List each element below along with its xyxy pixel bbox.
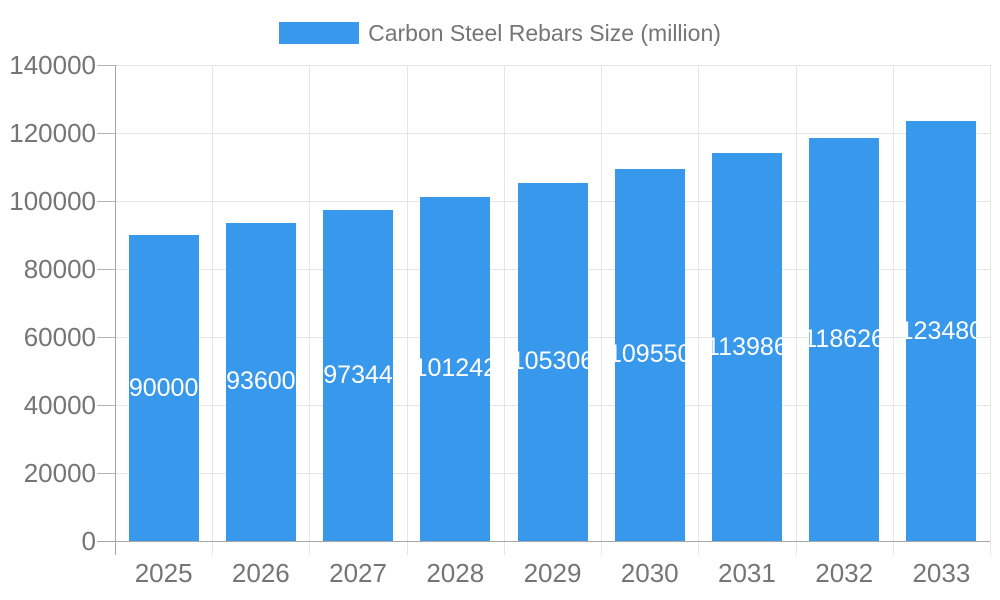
x-gridline — [990, 65, 991, 555]
bar: 101242 — [420, 196, 491, 541]
x-gridline — [309, 65, 311, 555]
x-gridline — [212, 65, 214, 555]
bar-value-label: 123480 — [906, 316, 977, 345]
x-axis-line — [97, 541, 990, 542]
y-axis-tick-label: 60000 — [23, 322, 96, 352]
y-gridline — [115, 133, 990, 134]
y-axis-tick-label: 140000 — [9, 50, 96, 80]
y-axis-tick — [97, 201, 115, 202]
bar-value-label: 101242 — [420, 354, 491, 383]
bar-value-label: 118626 — [809, 324, 880, 353]
y-axis-tick — [97, 405, 115, 406]
x-axis-tick-label: 2030 — [620, 558, 679, 588]
x-axis-tick-label: 2031 — [718, 558, 776, 588]
y-axis-line — [115, 65, 116, 555]
x-axis-tick-label: 2028 — [426, 558, 485, 588]
bar: 90000 — [128, 235, 199, 541]
y-axis-tick-label: 120000 — [9, 118, 96, 148]
bar: 113986 — [711, 153, 782, 541]
y-axis-tick — [97, 65, 115, 66]
y-axis-tick-label: 100000 — [9, 186, 96, 216]
x-gridline — [892, 65, 894, 555]
x-gridline — [795, 65, 797, 555]
x-axis-tick-label: 2033 — [912, 558, 971, 588]
x-axis-tick-label: 2027 — [329, 558, 387, 588]
bar: 93600 — [225, 222, 296, 541]
y-axis-tick — [97, 133, 115, 134]
x-gridline — [503, 65, 505, 555]
bar: 123480 — [906, 121, 977, 541]
x-gridline — [601, 65, 603, 555]
bar-value-label: 93600 — [226, 367, 296, 396]
bar-value-label: 105306 — [517, 347, 588, 376]
bar-value-label: 113986 — [712, 332, 782, 361]
legend: Carbon Steel Rebars Size (million) — [0, 18, 1000, 48]
y-axis-tick-label: 20000 — [23, 458, 96, 488]
x-gridline — [698, 65, 700, 555]
y-gridline — [115, 65, 990, 66]
y-axis-tick — [97, 337, 115, 338]
legend-swatch — [279, 22, 360, 44]
y-axis-tick-label: 40000 — [23, 390, 96, 420]
x-axis-tick-label: 2029 — [523, 558, 582, 588]
bar-value-label: 109550 — [614, 340, 685, 369]
y-axis-tick — [97, 269, 115, 270]
bar: 118626 — [809, 137, 880, 541]
y-axis-tick-label: 80000 — [23, 254, 96, 284]
bar-value-label: 90000 — [128, 373, 199, 402]
bar-value-label: 97344 — [323, 361, 393, 389]
y-axis-tick-label: 0 — [81, 526, 96, 556]
x-axis-tick-label: 2032 — [815, 558, 874, 588]
x-gridline — [406, 65, 408, 555]
bar: 97344 — [323, 210, 394, 541]
x-axis-tick-label: 2026 — [231, 558, 290, 588]
x-axis-tick-label: 2025 — [134, 558, 193, 588]
bar: 109550 — [614, 168, 685, 541]
bar: 105306 — [517, 182, 588, 541]
legend-label: Carbon Steel Rebars Size (million) — [368, 19, 721, 46]
y-axis-tick — [97, 473, 115, 474]
